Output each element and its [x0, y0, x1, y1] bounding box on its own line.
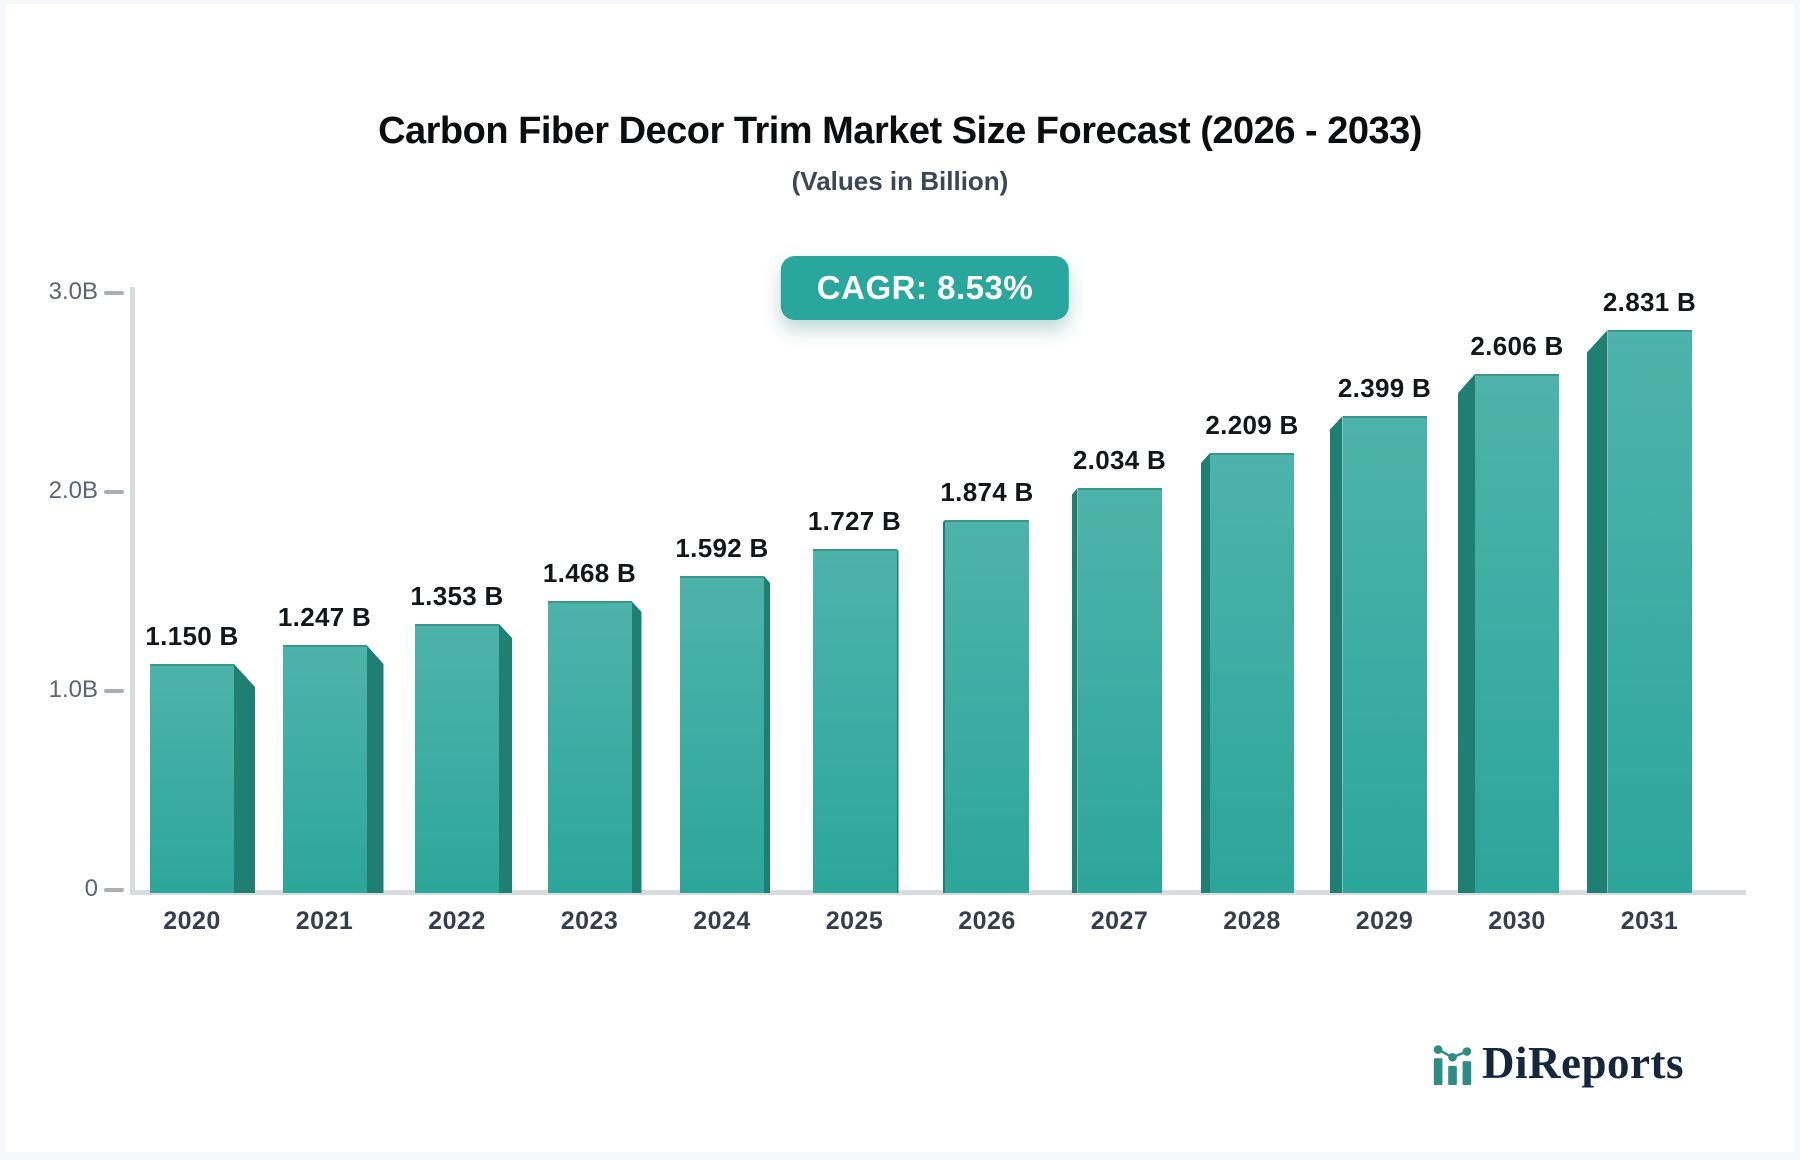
bar-side-face	[1458, 374, 1475, 893]
y-axis-tick-label: 2.0B	[48, 477, 98, 504]
x-axis-label: 2028	[1223, 907, 1281, 935]
x-axis-label: 2031	[1620, 907, 1679, 935]
logo-text: DiReports	[1482, 1038, 1684, 1088]
bar-side-face	[896, 549, 899, 893]
x-axis-label: 2025	[825, 907, 884, 935]
plot-area: 3.0B 2.0B 1.0B 0 1.150 B 1.247 B 1.353 B 1.468…	[6, 4, 1800, 1160]
y-axis-tick-mark	[104, 490, 124, 494]
chart-subtitle: (Values in Billion)	[791, 166, 1009, 196]
x-axis-label: 2026	[958, 907, 1016, 935]
bar-side-face	[366, 645, 384, 893]
x-axis-label: 2023	[560, 907, 619, 935]
bar-side-face	[1329, 416, 1343, 893]
bar-side-face	[1071, 488, 1078, 893]
bar-side-face	[1201, 453, 1210, 893]
x-axis-label: 2024	[693, 907, 751, 935]
x-axis-labels: 2020 2021 2022 2023 2024 2025 2026 2027 2028 2029…	[0, 4, 1800, 1160]
bar-value-label: 1.150 B	[145, 621, 239, 651]
chart-title: Carbon Fiber Decor Trim Market Size Fore…	[378, 110, 1422, 152]
bar-value-label: 2.606 B	[1470, 331, 1564, 361]
bar	[150, 664, 234, 893]
chart-card: Carbon Fiber Decor Trim Market Size Fore…	[6, 4, 1794, 1152]
bar	[1077, 488, 1162, 893]
bar-value-label: 1.353 B	[410, 581, 504, 611]
y-axis-tick-mark	[104, 888, 124, 892]
bar	[945, 520, 1029, 893]
bar-value-label: 2.034 B	[1072, 445, 1167, 475]
bar-side-face	[631, 601, 642, 893]
y-axis-line	[130, 287, 135, 895]
cagr-badge: CAGR: 8.53%	[780, 256, 1070, 320]
bar-side-face	[499, 624, 512, 893]
brand-logo: DiReports	[1430, 1034, 1684, 1092]
bar	[282, 645, 367, 893]
bar-value-label: 2.209 B	[1205, 410, 1299, 440]
logo-chart-icon	[1433, 1045, 1472, 1086]
bar	[680, 576, 764, 893]
bar	[1342, 416, 1427, 893]
x-axis-label: 2021	[295, 907, 354, 935]
bar	[547, 601, 632, 893]
bar	[812, 549, 897, 893]
bar-value-label: 1.247 B	[277, 602, 372, 632]
y-axis-tick-label: 0	[84, 875, 98, 902]
bar-value-label: 1.874 B	[940, 477, 1034, 507]
bar-side-face	[764, 576, 770, 893]
bar-value-label: 1.468 B	[542, 558, 637, 588]
y-axis-tick-mark	[104, 291, 124, 295]
bar-side-face	[1586, 330, 1608, 893]
y-axis-tick-mark	[104, 689, 124, 693]
bar-value-label: 2.831 B	[1602, 287, 1697, 317]
x-axis-label: 2030	[1488, 907, 1546, 935]
x-axis-line	[130, 890, 1746, 895]
bar-value-label: 1.727 B	[807, 506, 902, 536]
y-axis: 3.0B 2.0B 1.0B 0	[6, 4, 1800, 1160]
bar	[1210, 453, 1294, 893]
bar-side-face	[234, 664, 255, 893]
bar-value-label: 2.399 B	[1337, 373, 1432, 403]
x-axis-label: 2020	[163, 907, 221, 935]
y-axis-tick-label: 3.0B	[48, 278, 98, 305]
bars-layer: 1.150 B 1.247 B 1.353 B 1.468 B 1.592 B 1.727…	[0, 4, 1800, 893]
bar	[1475, 374, 1559, 893]
bar-value-label: 1.592 B	[675, 533, 769, 563]
y-axis-tick-label: 1.0B	[48, 676, 98, 703]
x-axis-label: 2022	[428, 907, 486, 935]
bar	[1607, 330, 1692, 893]
x-axis-label: 2029	[1355, 907, 1414, 935]
bar-side-face	[943, 520, 945, 893]
bar	[415, 624, 499, 893]
x-axis-label: 2027	[1090, 907, 1149, 935]
